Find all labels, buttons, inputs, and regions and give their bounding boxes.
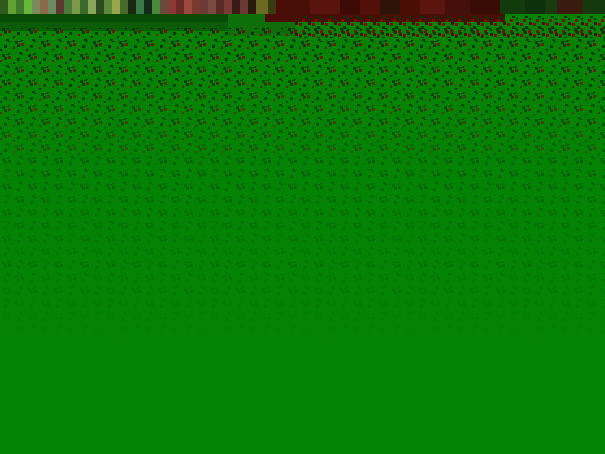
corrupt-macroblock <box>56 0 64 14</box>
corrupt-macroblock <box>192 0 200 14</box>
corrupt-macroblock <box>240 0 248 14</box>
dither-row <box>0 262 605 275</box>
corrupt-macroblock <box>88 0 96 14</box>
dither-row <box>0 301 605 314</box>
dither-row <box>0 210 605 223</box>
dither-row <box>0 119 605 132</box>
corrupt-macroblock <box>0 0 8 14</box>
corrupt-macroblock <box>152 0 160 14</box>
corrupt-macroblock <box>200 0 208 14</box>
dither-row <box>0 67 605 80</box>
corrupt-macroblock <box>128 0 136 14</box>
corrupt-macroblock <box>16 0 24 14</box>
dither-row <box>0 93 605 106</box>
corrupt-macroblock <box>64 0 72 14</box>
corrupt-macroblock <box>557 0 583 14</box>
corrupt-macroblock <box>168 0 176 14</box>
corrupt-macroblock <box>104 0 112 14</box>
corrupt-macroblock <box>256 0 268 14</box>
corrupt-macroblock <box>136 0 144 14</box>
corrupt-macroblock <box>380 0 400 14</box>
dither-row <box>0 106 605 119</box>
corrupt-macroblock <box>400 0 420 14</box>
corrupt-macroblock <box>160 0 168 14</box>
dither-row <box>0 28 605 41</box>
corrupt-macroblock <box>184 0 192 14</box>
corrupt-macroblock <box>470 0 500 14</box>
corrupt-macroblock <box>545 0 557 14</box>
corrupt-macroblock <box>445 0 470 14</box>
corrupt-macroblock <box>72 0 80 14</box>
color-band <box>0 14 265 22</box>
corrupt-macroblock <box>500 0 525 14</box>
dither-row <box>0 54 605 67</box>
dither-row <box>0 314 605 327</box>
corrupt-macroblock <box>276 0 310 14</box>
dither-row <box>0 145 605 158</box>
corrupt-macroblock <box>48 0 56 14</box>
dither-row <box>0 171 605 184</box>
corrupt-macroblock <box>268 0 276 14</box>
dither-row <box>0 158 605 171</box>
corrupt-macroblock <box>310 0 340 14</box>
corrupt-macroblock <box>248 0 256 14</box>
color-band <box>0 22 232 31</box>
corrupt-macroblock <box>8 0 16 14</box>
dither-row <box>0 41 605 54</box>
corrupt-macroblock <box>112 0 120 14</box>
dither-row <box>0 80 605 93</box>
corrupt-macroblock <box>176 0 184 14</box>
corrupt-macroblock <box>96 0 104 14</box>
corrupt-macroblock <box>32 0 40 14</box>
corrupt-macroblock <box>420 0 445 14</box>
dither-row <box>0 275 605 288</box>
corrupt-macroblock <box>360 0 380 14</box>
dither-row <box>0 223 605 236</box>
corrupt-macroblock <box>120 0 128 14</box>
dither-row <box>0 236 605 249</box>
corrupt-macroblock <box>583 0 605 14</box>
dither-row <box>0 249 605 262</box>
dither-row <box>0 327 605 340</box>
dither-row <box>0 184 605 197</box>
corrupt-macroblock <box>208 0 216 14</box>
corrupt-macroblock <box>24 0 32 14</box>
corrupt-macroblock <box>232 0 240 14</box>
corrupt-macroblock <box>525 0 545 14</box>
dither-row <box>0 132 605 145</box>
corrupt-macroblock <box>224 0 232 14</box>
corrupt-macroblock <box>340 0 360 14</box>
corrupt-macroblock <box>144 0 152 14</box>
corrupt-macroblock <box>216 0 224 14</box>
corrupt-macroblock <box>80 0 88 14</box>
dither-row <box>0 288 605 301</box>
dither-row <box>0 197 605 210</box>
corrupt-macroblock <box>40 0 48 14</box>
